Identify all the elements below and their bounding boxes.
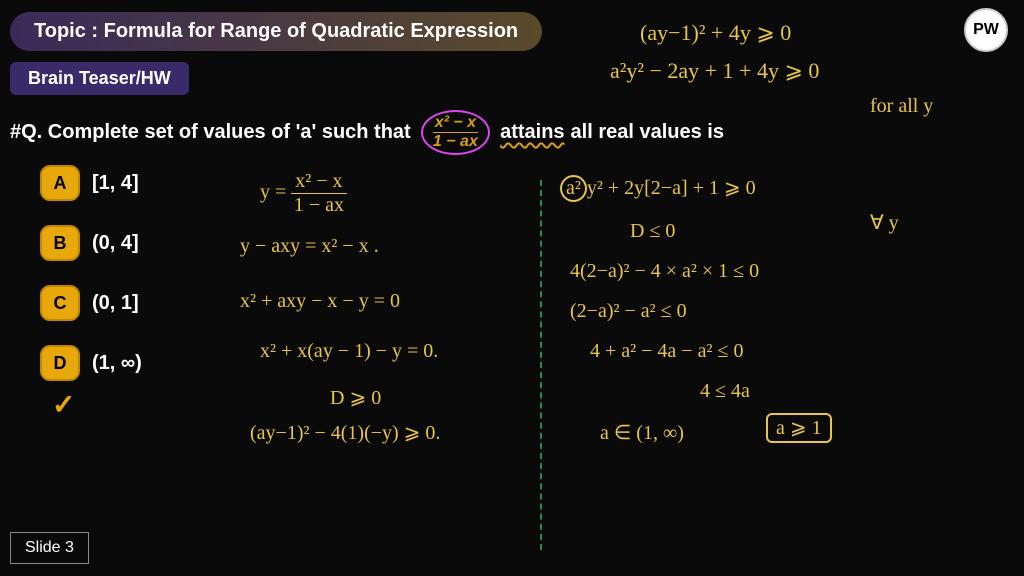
option-b[interactable]: B (0, 4]	[40, 225, 139, 261]
question-prefix: #Q. Complete set of values of 'a' such t…	[10, 121, 411, 144]
hw-m5: D ⩾ 0	[330, 385, 381, 410]
hw-r2: D ≤ 0	[630, 220, 675, 243]
option-b-text: (0, 4]	[92, 232, 139, 255]
hw-r1b: ∀ y	[870, 210, 899, 235]
hw-m1-frac: x² − x 1 − ax	[291, 170, 346, 217]
hw-l2: a²y² − 2ay + 1 + 4y ⩾ 0	[610, 58, 819, 84]
frac-numerator: x² − x	[433, 114, 478, 133]
hw-r3: 4(2−a)² − 4 × a² × 1 ≤ 0	[570, 260, 759, 283]
topic-pill: Topic : Formula for Range of Quadratic E…	[10, 12, 542, 51]
hw-r4: (2−a)² − a² ≤ 0	[570, 300, 687, 323]
option-a-button[interactable]: A	[40, 165, 80, 201]
hw-l1: (ay−1)² + 4y ⩾ 0	[640, 20, 791, 46]
hw-eq-y: y = x² − x 1 − ax	[260, 170, 347, 217]
hw-m6: (ay−1)² − 4(1)(−y) ⩾ 0.	[250, 420, 440, 445]
pw-logo: PW	[964, 8, 1008, 52]
hw-m1-pre: y =	[260, 181, 291, 203]
option-d-button[interactable]: D	[40, 345, 80, 381]
hw-r5: 4 + a² − 4a − a² ≤ 0	[590, 340, 743, 363]
option-c[interactable]: C (0, 1]	[40, 285, 139, 321]
hw-m4: x² + x(ay − 1) − y = 0.	[260, 340, 438, 363]
option-c-text: (0, 1]	[92, 292, 139, 315]
option-b-button[interactable]: B	[40, 225, 80, 261]
hw-r7a: a ∈ (1, ∞)	[600, 420, 684, 445]
hw-r1-acircle: a²	[560, 175, 587, 202]
fraction-circled: x² − x 1 − ax	[421, 110, 490, 155]
question-post2: all real values is	[571, 121, 724, 144]
brain-teaser-pill: Brain Teaser/HW	[10, 62, 189, 95]
option-d-text: (1, ∞)	[92, 352, 142, 375]
check-mark-icon: ✓	[52, 388, 75, 421]
question-text: #Q. Complete set of values of 'a' such t…	[10, 110, 724, 155]
slide-badge: Slide 3	[10, 532, 89, 564]
option-a-text: [1, 4]	[92, 172, 139, 195]
hw-m2: y − axy = x² − x .	[240, 235, 379, 258]
hw-r7b-box: a ⩾ 1	[766, 415, 832, 440]
option-c-button[interactable]: C	[40, 285, 80, 321]
hw-r1-rest: y² + 2y[2−a] + 1 ⩾ 0	[587, 177, 756, 199]
question-post-underlined: attains	[500, 121, 564, 144]
vertical-divider	[540, 180, 542, 550]
hw-r6: 4 ≤ 4a	[700, 380, 750, 403]
hw-r7b: a ⩾ 1	[766, 413, 832, 443]
hw-r1: a²y² + 2y[2−a] + 1 ⩾ 0	[560, 175, 756, 202]
hw-m3: x² + axy − x − y = 0	[240, 290, 400, 313]
hw-m1-den: 1 − ax	[294, 194, 344, 217]
hw-l2b: for all y	[870, 95, 933, 118]
option-d[interactable]: D (1, ∞)	[40, 345, 142, 381]
option-a[interactable]: A [1, 4]	[40, 165, 139, 201]
hw-m1-num: x² − x	[291, 170, 346, 194]
frac-denominator: 1 − ax	[433, 133, 478, 151]
